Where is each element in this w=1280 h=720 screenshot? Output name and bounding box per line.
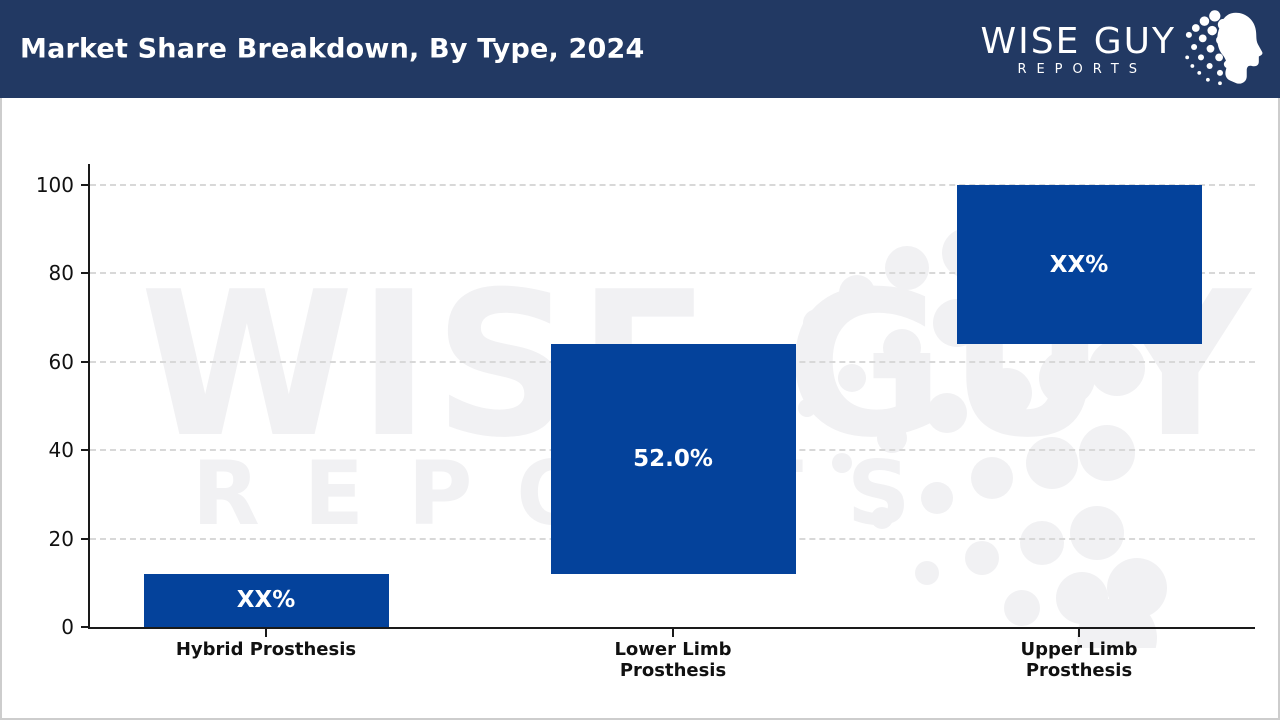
x-axis-tick (1078, 629, 1080, 637)
y-axis-tick (81, 272, 90, 275)
y-axis-tick (81, 537, 90, 540)
bar-2: 52.0% (550, 344, 796, 574)
brand-logo-secondary: REPORTS (1017, 61, 1148, 77)
x-axis-line (88, 627, 1255, 629)
y-axis-tick-label: 40 (48, 438, 74, 463)
y-axis-tick (81, 626, 90, 628)
bar-value-label: 52.0% (633, 446, 713, 473)
category-label: Upper Limb Prosthesis (1020, 639, 1138, 681)
gridline (90, 272, 1255, 275)
y-axis-tick-label: 20 (48, 526, 74, 551)
y-axis-tick (81, 184, 90, 186)
brand-logo-text: WISE GUY REPORTS (981, 23, 1177, 77)
y-axis-tick-label: 100 (35, 173, 74, 197)
logo-face-icon (1185, 10, 1263, 86)
brand-logo: WISE GUY REPORTS (981, 8, 1265, 92)
y-axis-tick-label: 0 (61, 615, 74, 639)
y-axis-tick (81, 360, 90, 363)
category-label: Lower Limb Prosthesis (614, 639, 732, 681)
brand-logo-primary: WISE GUY (980, 21, 1176, 63)
bar-3: XX% (956, 185, 1202, 345)
x-axis-tick (265, 629, 267, 637)
page-title: Market Share Breakdown, By Type, 2024 (20, 33, 645, 65)
x-axis-tick (672, 629, 674, 637)
y-axis-tick (81, 449, 90, 452)
header-bar: Market Share Breakdown, By Type, 2024 WI… (0, 0, 1280, 98)
bar-value-label: XX% (1049, 251, 1109, 278)
y-axis-tick-label: 80 (48, 261, 74, 286)
bar-1: XX% (143, 573, 389, 627)
gridline (90, 184, 1255, 186)
bar-value-label: XX% (236, 587, 296, 614)
y-axis-line (88, 164, 90, 629)
y-axis-tick-label: 60 (48, 349, 74, 374)
category-label: Hybrid Prosthesis (175, 639, 357, 660)
